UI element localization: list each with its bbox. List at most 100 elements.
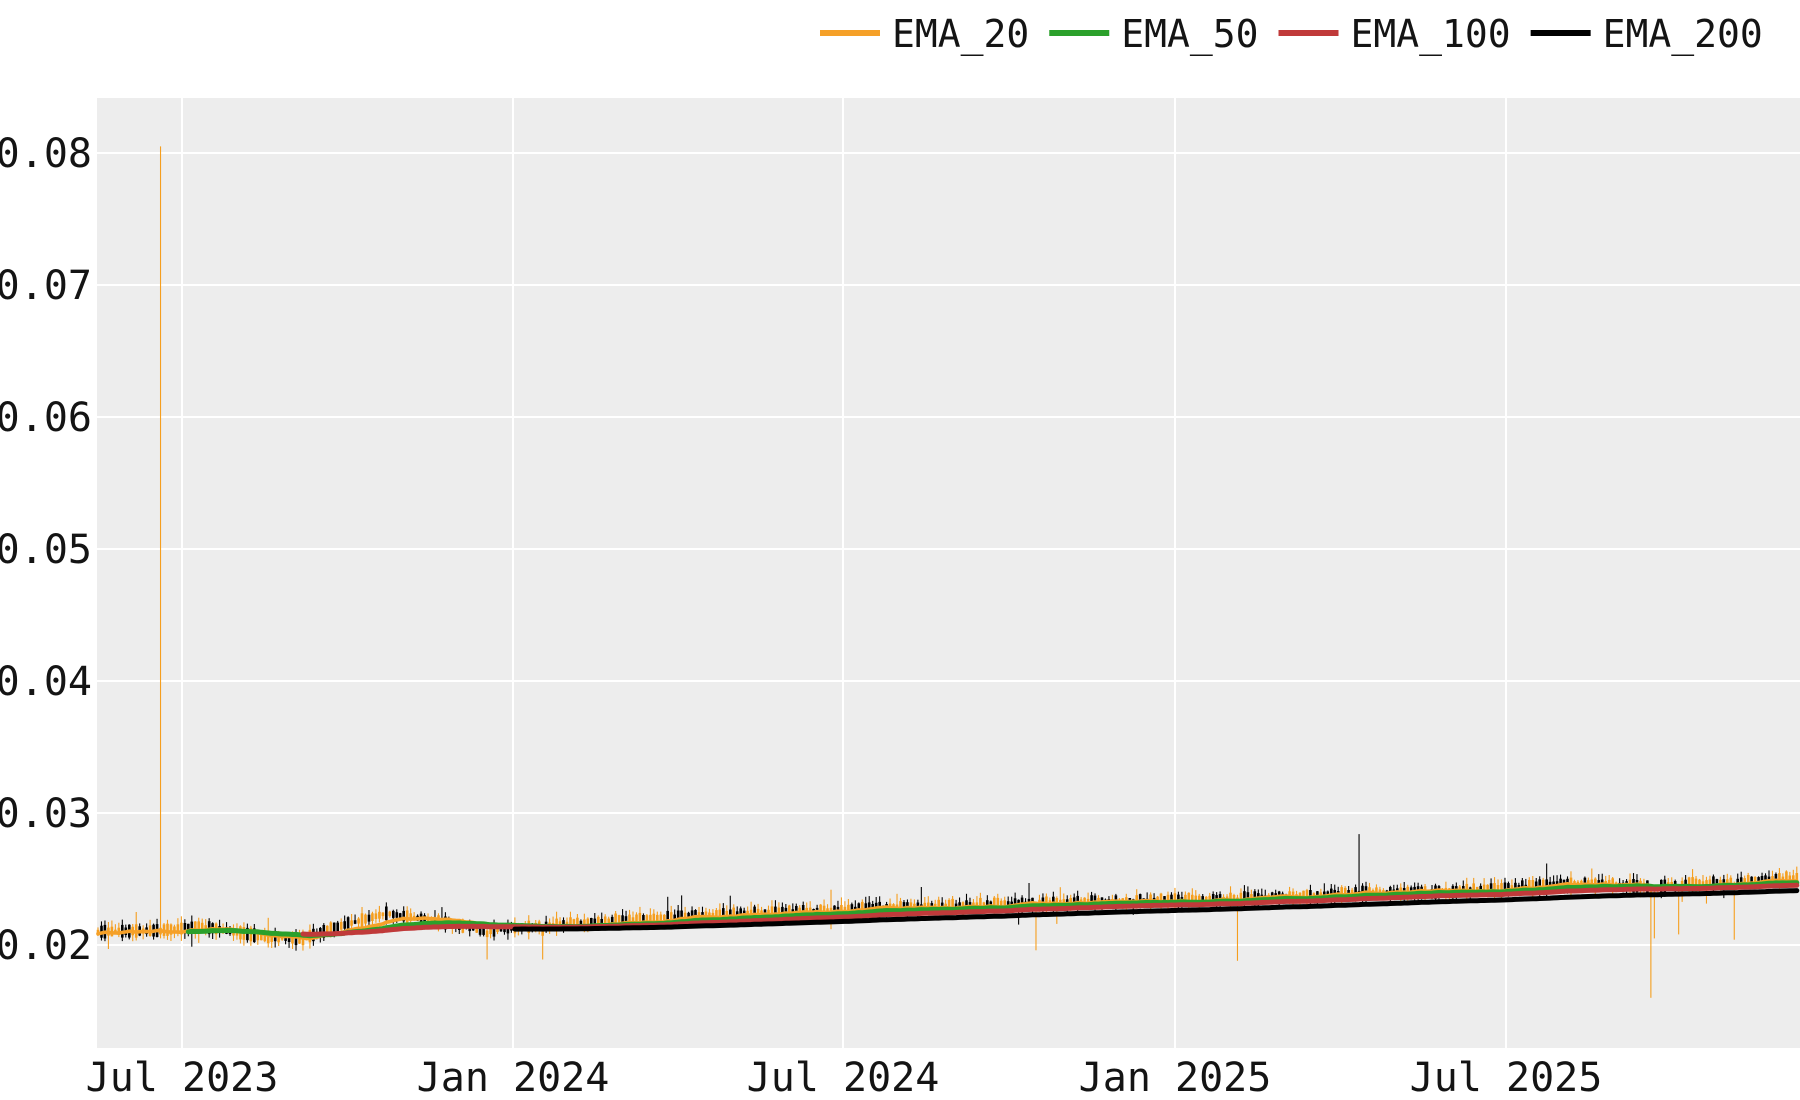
candle-body [1736, 878, 1739, 884]
candle-body [253, 928, 256, 943]
candle-body [187, 923, 190, 932]
candle-body [777, 907, 781, 917]
candle-body [169, 924, 173, 935]
candle-body [603, 916, 607, 926]
candle-body [1232, 895, 1236, 902]
candle-body [1726, 879, 1729, 884]
candle-body [576, 917, 579, 929]
candle-body [353, 920, 357, 924]
candle-body [1781, 876, 1785, 881]
candle-body [1712, 876, 1715, 889]
candle-body [621, 915, 624, 925]
candle-body [298, 935, 301, 944]
x-tick-label: Jan 2024 [417, 1055, 610, 1100]
candle-body [1785, 871, 1788, 886]
candle-body [586, 918, 590, 926]
candle-body [659, 914, 663, 922]
candle-body [346, 917, 350, 931]
candle-body [722, 908, 725, 922]
candle-body [597, 916, 600, 927]
candle-body [770, 906, 774, 919]
candle-body [1750, 876, 1753, 884]
legend-label-ema_20: EMA_20 [892, 12, 1029, 57]
candle-body [982, 902, 986, 907]
candle-body [343, 921, 346, 929]
candle-body [847, 904, 850, 914]
candle-body [954, 903, 958, 908]
candle-body [256, 931, 260, 941]
candle-body [718, 909, 722, 921]
candle-body [628, 914, 631, 925]
ema-line-200 [512, 888, 1800, 932]
candle-body [822, 905, 826, 915]
candle-body [1795, 873, 1799, 883]
legend-label-ema_50: EMA_50 [1121, 12, 1258, 57]
candle-body [183, 923, 187, 934]
candle-body [350, 920, 353, 926]
candle-body [947, 899, 951, 912]
candle-body [371, 913, 374, 921]
candle-body [1708, 879, 1712, 886]
x-tick-label: Jul 2025 [1410, 1055, 1603, 1100]
candle-body [843, 906, 847, 912]
candle-body [173, 926, 176, 932]
candle-body [1201, 896, 1204, 903]
candle-body [1531, 880, 1535, 893]
candle-body [937, 899, 940, 913]
x-tick-label: Jul 2024 [747, 1055, 940, 1100]
candle-body [676, 910, 680, 924]
candle-body [1312, 893, 1316, 897]
candle-body [339, 922, 343, 930]
legend-label-ema_100: EMA_100 [1351, 12, 1511, 57]
candle-body [367, 914, 371, 922]
candle-body [829, 907, 833, 913]
candle-body [645, 915, 649, 922]
candle-body [326, 925, 329, 935]
candle-body [246, 927, 249, 941]
candle-body [715, 910, 718, 920]
y-tick-label: 0.04 [0, 659, 92, 705]
candle-body [631, 917, 635, 922]
candle-body [395, 912, 399, 918]
candle-body [204, 925, 207, 929]
candle-body [669, 912, 673, 923]
candle-body [381, 912, 385, 917]
candle-body [635, 914, 638, 924]
candle-body [398, 913, 402, 918]
candle-body [617, 915, 621, 925]
candle-body [263, 931, 267, 942]
candle-body [1792, 875, 1795, 881]
candle-body [1003, 900, 1006, 908]
candle-body [392, 910, 395, 918]
candle-body [624, 916, 628, 923]
x-axis: Jul 2023 Jan 2024 Jul 2024 Jan 2025 Jul 2025 [86, 1055, 1603, 1100]
candle-body [725, 911, 729, 918]
candle-body [482, 924, 485, 935]
candle-body [1743, 878, 1746, 884]
candle-body [1729, 877, 1733, 886]
candle-body [663, 914, 666, 921]
candle-body [1694, 878, 1698, 889]
y-tick-label: 0.06 [0, 395, 92, 441]
candle-body [1010, 901, 1013, 907]
candle-body [294, 933, 298, 946]
candle-body [364, 914, 367, 924]
candle-body [951, 898, 954, 913]
candle-body [1778, 873, 1781, 885]
candle-body [249, 927, 253, 942]
candle-body [485, 930, 489, 938]
candle-body [1211, 894, 1215, 904]
candle-body [572, 919, 576, 928]
y-tick-label: 0.03 [0, 791, 92, 837]
candle-body [332, 922, 336, 933]
y-tick-label: 0.08 [0, 131, 92, 177]
candle-body [614, 913, 617, 927]
candle-body [194, 921, 197, 933]
ema-line-50 [185, 880, 1800, 939]
candle-body [1486, 884, 1489, 894]
candle-body [1194, 895, 1198, 904]
candle-body [1701, 881, 1705, 885]
candle-body [176, 924, 180, 934]
